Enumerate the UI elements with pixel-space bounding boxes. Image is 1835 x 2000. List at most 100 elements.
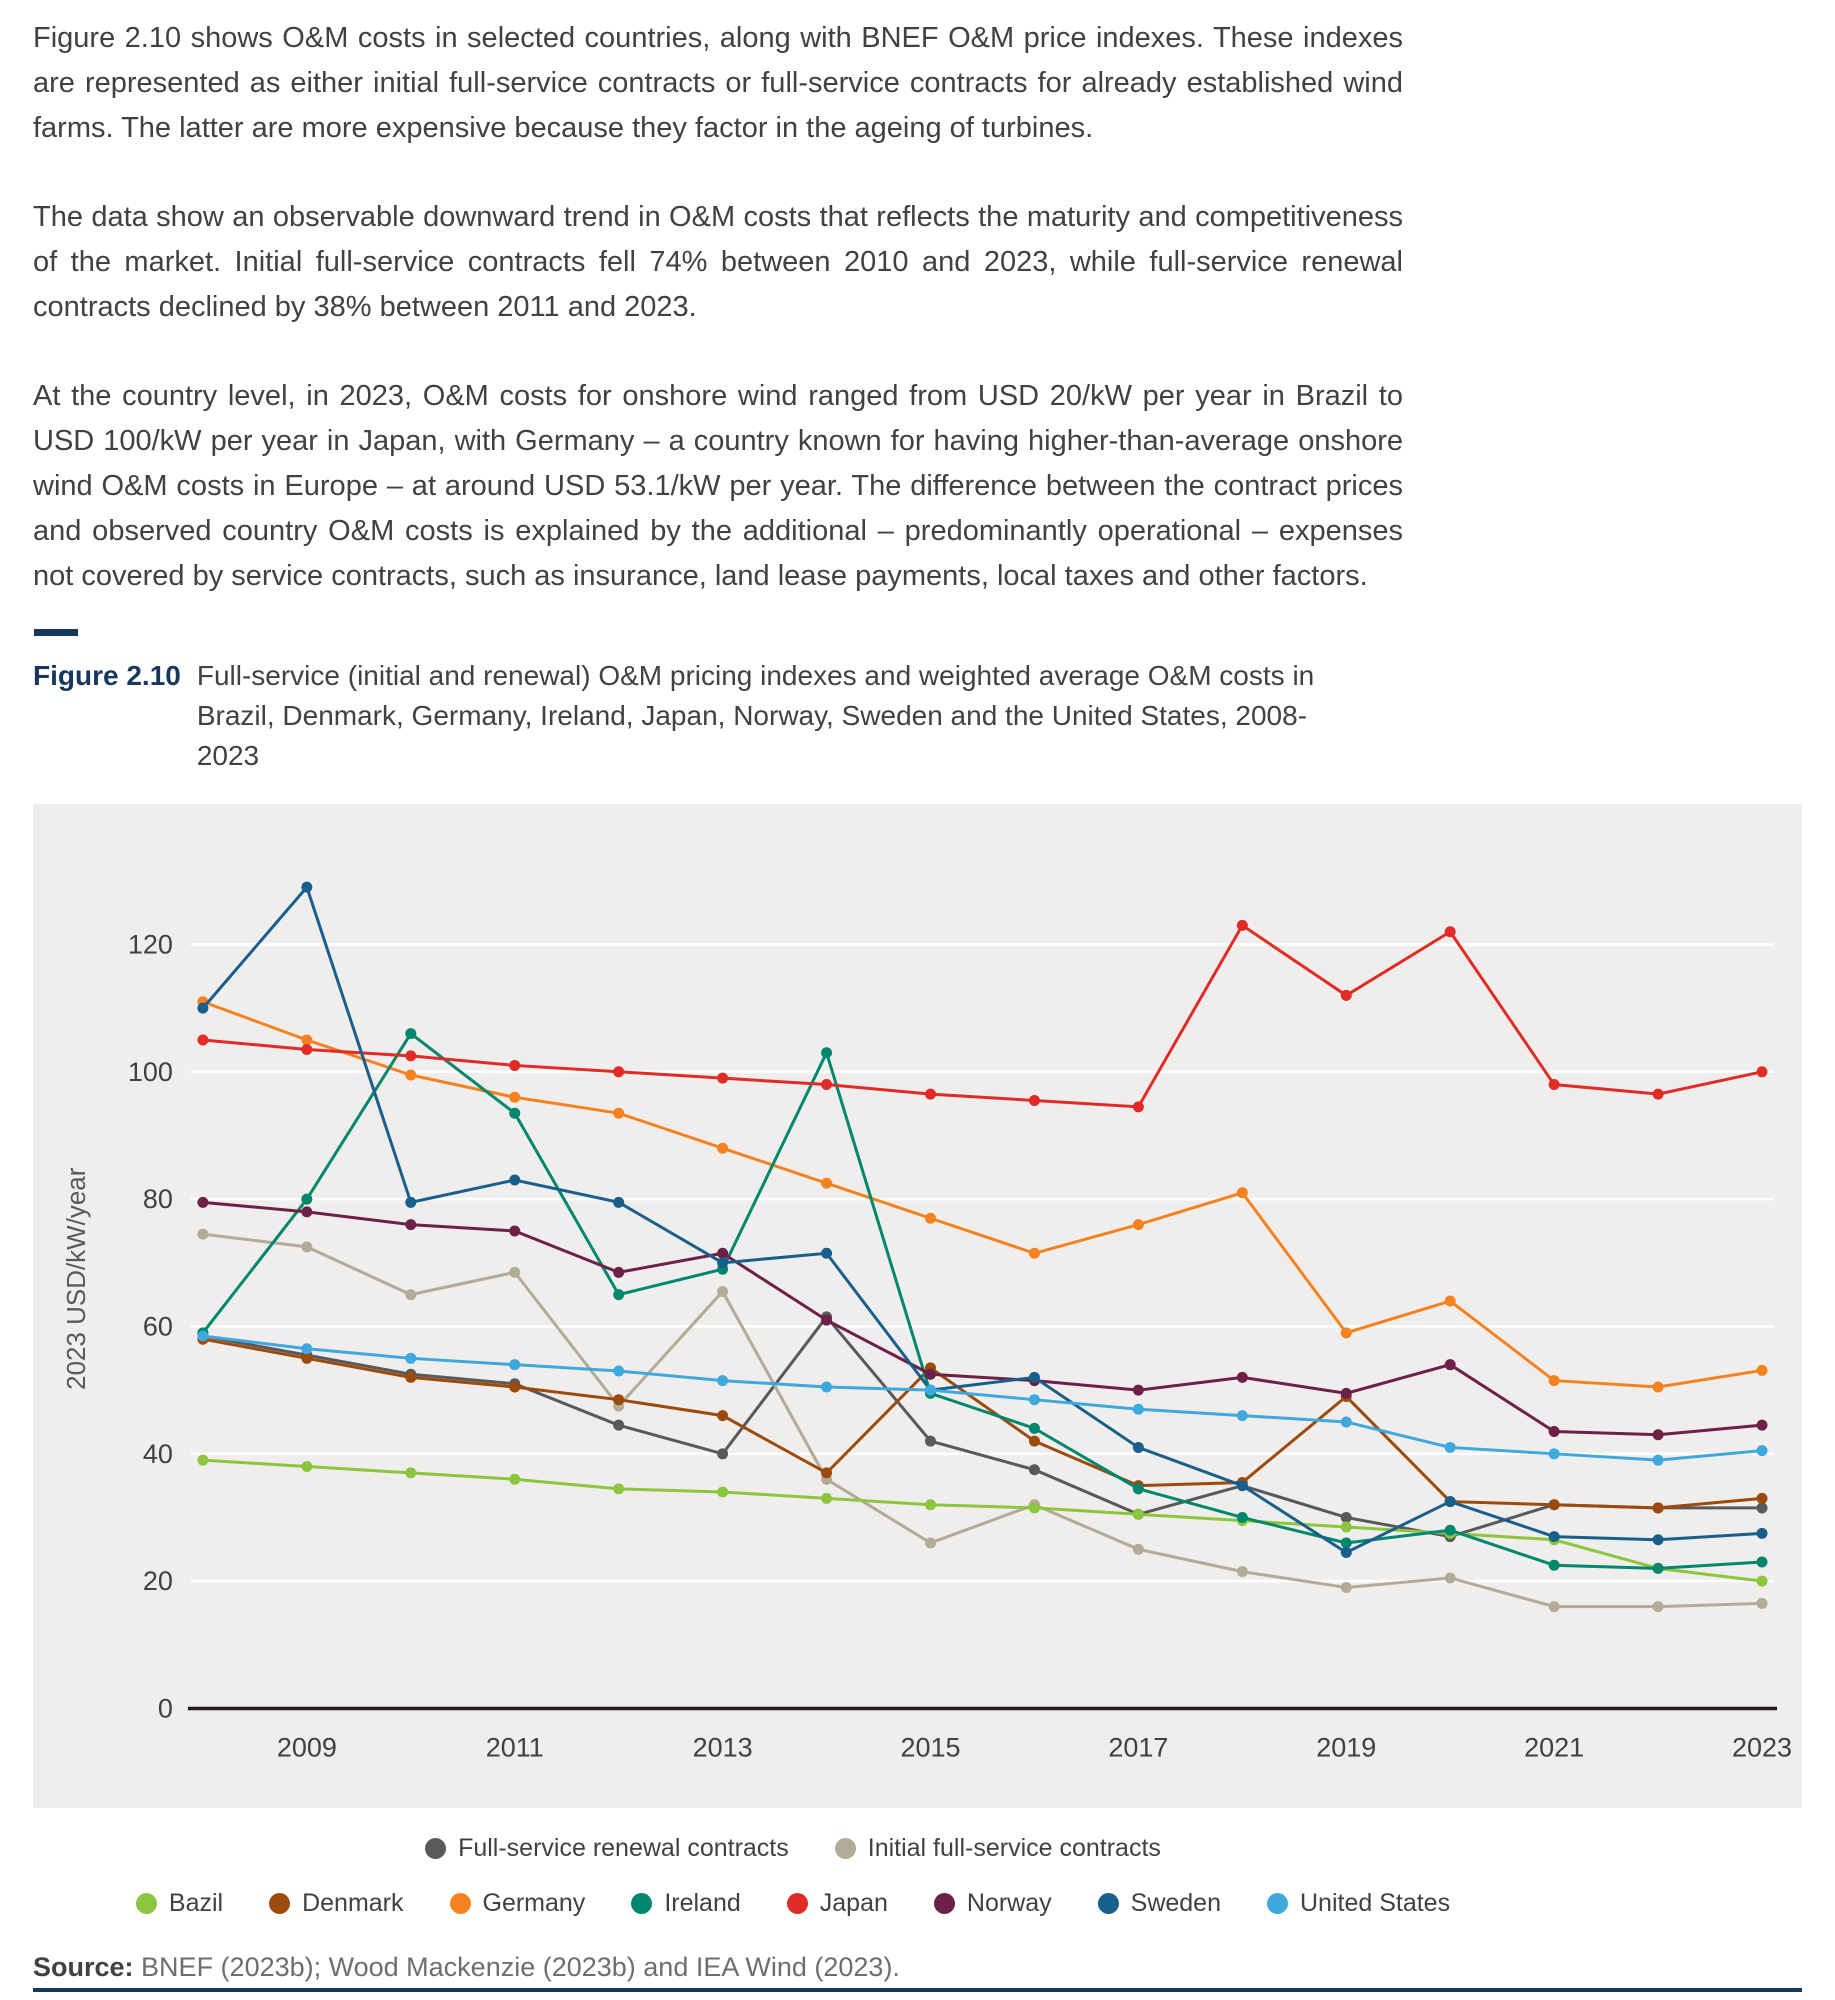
paragraph-3: At the country level, in 2023, O&M costs… xyxy=(33,380,1403,592)
legend-label: Germany xyxy=(482,1889,586,1918)
legend-label: Full-service renewal contracts xyxy=(458,1834,789,1863)
point-sweden xyxy=(717,1257,729,1269)
point-japan xyxy=(821,1079,833,1091)
point-germany xyxy=(821,1177,833,1189)
point-norway xyxy=(405,1219,417,1231)
point-bazil xyxy=(821,1492,833,1504)
point-united-states xyxy=(197,1330,209,1342)
legend-swatch-icon xyxy=(269,1893,291,1915)
point-initial-full-service-contracts xyxy=(1444,1572,1456,1584)
point-united-states xyxy=(1444,1441,1456,1453)
point-germany xyxy=(301,1034,313,1046)
y-axis-title: 2023 USD/kW/year xyxy=(61,1167,91,1390)
legend-swatch-icon xyxy=(449,1893,471,1915)
chart-panel: 0 20 40 60 80 100 120 2023 USD/kW/year 2009 2011 2… xyxy=(33,804,1802,1809)
point-japan xyxy=(1756,1066,1768,1078)
point-bazil xyxy=(405,1467,417,1479)
point-norway xyxy=(509,1225,521,1237)
legend-label: Initial full-service contracts xyxy=(867,1834,1161,1863)
point-norway xyxy=(1652,1429,1664,1441)
point-denmark xyxy=(1756,1492,1768,1504)
point-sweden xyxy=(509,1174,521,1186)
point-germany xyxy=(1028,1247,1040,1259)
point-ireland xyxy=(821,1047,833,1059)
point-united-states xyxy=(509,1359,521,1371)
legend-item: United States xyxy=(1267,1889,1450,1918)
point-japan xyxy=(613,1066,625,1078)
point-bazil xyxy=(1028,1502,1040,1514)
legend-swatch-icon xyxy=(425,1838,447,1860)
chart-svg: 0 20 40 60 80 100 120 2023 USD/kW/year 2009 2011 2… xyxy=(61,881,1792,1762)
line-initial-full-service-contracts xyxy=(202,1232,1763,1609)
line-denmark xyxy=(202,1337,1763,1510)
point-united-states xyxy=(1652,1454,1664,1466)
legend-swatch-icon xyxy=(834,1838,856,1860)
legend-item: Germany xyxy=(449,1889,586,1918)
point-germany xyxy=(1132,1219,1144,1231)
point-germany xyxy=(924,1212,936,1224)
point-full-service-renewal-contracts xyxy=(1028,1464,1040,1476)
legend-swatch-icon xyxy=(933,1893,955,1915)
x-tick-label: 2011 xyxy=(486,1732,544,1762)
legend-label: United States xyxy=(1300,1889,1451,1918)
point-norway xyxy=(301,1206,313,1218)
point-initial-full-service-contracts xyxy=(1340,1582,1352,1594)
point-ireland xyxy=(1236,1511,1248,1523)
point-denmark xyxy=(1028,1435,1040,1447)
figure-divider xyxy=(34,629,78,636)
point-japan xyxy=(1340,989,1352,1001)
legend-item: Denmark xyxy=(269,1889,404,1918)
point-bazil xyxy=(509,1473,521,1485)
point-full-service-renewal-contracts xyxy=(1340,1511,1352,1523)
point-japan xyxy=(1132,1101,1144,1113)
legend-label: Norway xyxy=(966,1889,1052,1918)
point-norway xyxy=(1444,1359,1456,1371)
point-norway xyxy=(1132,1384,1144,1396)
point-united-states xyxy=(1236,1410,1248,1422)
y-tick-label: 60 xyxy=(143,1311,173,1341)
point-initial-full-service-contracts xyxy=(1132,1543,1144,1555)
x-tick-label: 2013 xyxy=(693,1732,753,1762)
x-tick-label: 2017 xyxy=(1108,1732,1168,1762)
point-united-states xyxy=(405,1352,417,1364)
figure-caption: Figure 2.10 Full-service (initial and re… xyxy=(33,656,1413,776)
point-sweden xyxy=(613,1196,625,1208)
point-ireland xyxy=(301,1193,313,1205)
point-japan xyxy=(405,1050,417,1062)
point-japan xyxy=(717,1072,729,1084)
line-japan xyxy=(202,923,1763,1109)
point-bazil xyxy=(924,1499,936,1511)
point-sweden xyxy=(821,1247,833,1259)
source-text: BNEF (2023b); Wood Mackenzie (2023b) and… xyxy=(141,1952,900,1983)
point-germany xyxy=(1756,1364,1768,1376)
figure-label: Figure 2.10 xyxy=(33,660,181,691)
legend-row-contracts: Full-service renewal contracts Initial fu… xyxy=(33,1834,1553,1863)
y-tick-label: 0 xyxy=(158,1693,173,1723)
point-germany xyxy=(1236,1187,1248,1199)
point-sweden xyxy=(1444,1496,1456,1508)
point-initial-full-service-contracts xyxy=(197,1228,209,1240)
point-japan xyxy=(197,1034,209,1046)
body-text: Figure 2.10 shows O&M costs in selected … xyxy=(33,16,1802,599)
point-denmark xyxy=(301,1352,313,1364)
source-label: Source: xyxy=(33,1952,134,1983)
line-sweden xyxy=(201,884,1763,1555)
point-sweden xyxy=(1132,1441,1144,1453)
point-bazil xyxy=(301,1461,313,1473)
legend-item: Initial full-service contracts xyxy=(834,1834,1161,1863)
point-initial-full-service-contracts xyxy=(717,1285,729,1297)
point-norway xyxy=(717,1247,729,1259)
point-japan xyxy=(1444,926,1456,938)
point-germany xyxy=(1548,1375,1560,1387)
legend-item: Norway xyxy=(933,1889,1052,1918)
legend-row-countries: Bazil Denmark Germany Ireland Japan Norway Swe… xyxy=(33,1889,1553,1918)
point-ireland xyxy=(1548,1559,1560,1571)
legend-swatch-icon xyxy=(135,1893,157,1915)
legend-item: Full-service renewal contracts xyxy=(425,1834,789,1863)
point-united-states xyxy=(1132,1403,1144,1415)
x-tick-label: 2009 xyxy=(277,1732,337,1762)
point-japan xyxy=(1236,919,1248,931)
point-sweden xyxy=(1028,1371,1040,1383)
chart-legend: Full-service renewal contracts Initial fu… xyxy=(33,1834,1553,1918)
point-initial-full-service-contracts xyxy=(405,1289,417,1301)
